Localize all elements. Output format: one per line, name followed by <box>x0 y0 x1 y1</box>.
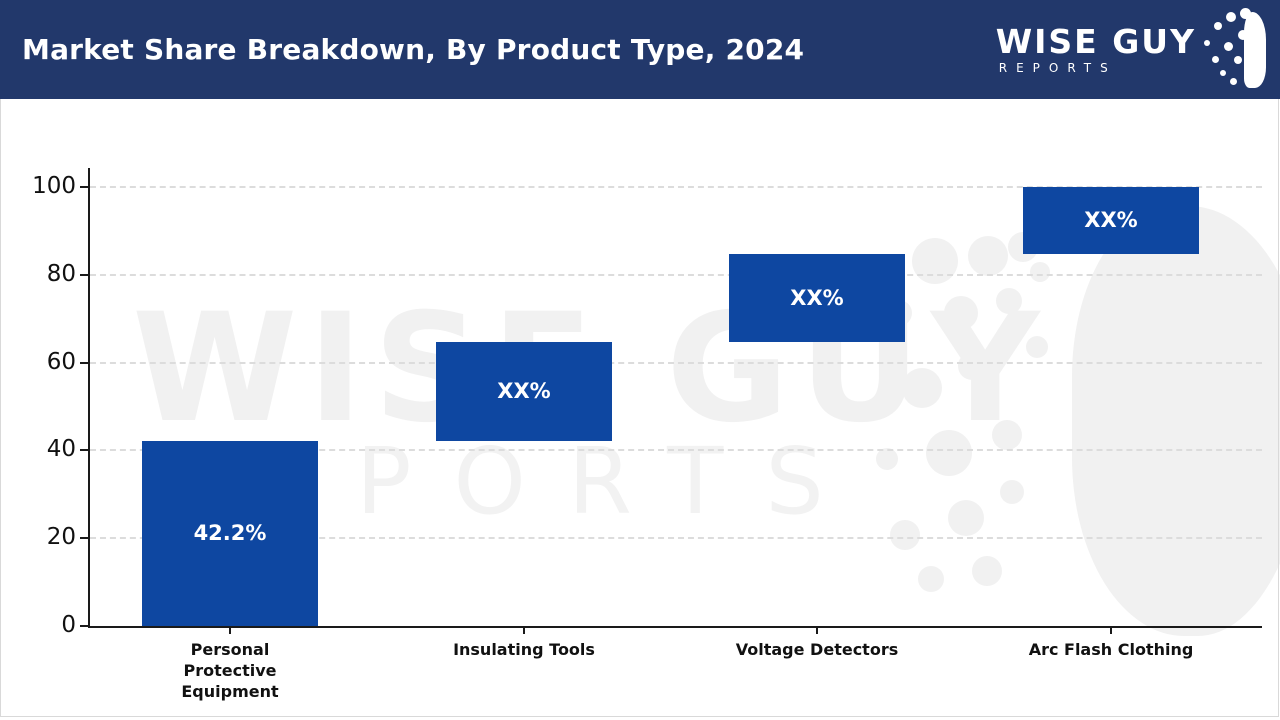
x-tick-mark <box>523 628 525 634</box>
logo-wordmark: WISE GUY <box>995 22 1196 61</box>
y-tick-label: 80 <box>46 260 76 287</box>
bar-3: XX% <box>729 253 905 342</box>
y-tick-label: 40 <box>46 436 76 463</box>
logo-head-icon <box>1202 6 1266 94</box>
bar-4: XX% <box>1023 187 1199 254</box>
bar-value-label: 42.2% <box>193 521 267 546</box>
watermark-dot <box>1026 336 1048 358</box>
logo-text: WISE GUY REPORTS <box>996 25 1196 74</box>
watermark-dot <box>1030 262 1050 282</box>
logo-dot <box>1220 69 1226 76</box>
watermark-dot <box>968 236 1008 276</box>
logo-dot <box>1234 55 1242 64</box>
watermark-dot <box>912 238 958 284</box>
x-tick-mark <box>816 628 818 634</box>
logo-dot <box>1204 39 1210 46</box>
gridline-20 <box>90 537 1262 540</box>
x-axis-label: Insulating Tools <box>453 640 595 659</box>
logo-dot <box>1224 41 1233 51</box>
logo-dot <box>1212 55 1219 63</box>
x-axis-label: Personal Protective Equipment <box>181 640 279 701</box>
page-title: Market Share Breakdown, By Product Type,… <box>22 33 805 66</box>
watermark-dot <box>944 296 978 330</box>
gridline-100 <box>90 186 1262 188</box>
y-tick-mark <box>80 625 88 627</box>
logo-dot <box>1250 19 1258 28</box>
y-tick-mark <box>80 449 88 452</box>
watermark-dot <box>958 352 986 380</box>
logo-dot <box>1230 77 1237 85</box>
watermark-dot <box>1000 480 1024 504</box>
bar-2: XX% <box>436 341 612 441</box>
bar-1: 42.2% <box>142 440 318 626</box>
wiseguy-logo: WISE GUY REPORTS <box>996 6 1266 94</box>
bar-value-label: XX% <box>1084 208 1138 233</box>
y-tick-label: 0 <box>61 612 76 638</box>
x-tick-mark <box>1110 628 1112 634</box>
y-tick-mark <box>80 537 88 540</box>
watermark-head-icon <box>1072 206 1280 636</box>
watermark-dot <box>992 420 1022 450</box>
watermark-dot <box>972 556 1002 586</box>
gridline-60 <box>90 361 1262 364</box>
logo-dot <box>1238 29 1248 40</box>
logo-dot <box>1244 67 1252 76</box>
header-bar: Market Share Breakdown, By Product Type,… <box>0 0 1280 99</box>
logo-dot <box>1240 7 1251 19</box>
y-tick-label: 20 <box>46 524 76 551</box>
x-axis-line <box>88 626 1262 628</box>
logo-dot <box>1226 11 1236 22</box>
y-axis-line <box>88 168 90 628</box>
watermark-dot <box>902 368 942 408</box>
bar-value-label: XX% <box>790 285 844 310</box>
watermark-dot <box>890 520 920 550</box>
gridline-40 <box>90 449 1262 452</box>
x-axis-label: Arc Flash Clothing <box>1028 640 1194 659</box>
y-tick-label: 60 <box>46 348 76 375</box>
y-tick-mark <box>80 361 88 364</box>
watermark-dot <box>918 566 944 592</box>
watermark-dot <box>926 430 972 476</box>
logo-dot <box>1246 45 1255 55</box>
x-axis-label: Voltage Detectors <box>735 640 899 659</box>
x-tick-mark <box>229 628 231 634</box>
bar-value-label: XX% <box>497 379 551 404</box>
logo-dot <box>1214 21 1222 30</box>
watermark-dot <box>876 448 898 470</box>
y-tick-mark <box>80 186 88 188</box>
logo-subtitle: REPORTS <box>998 61 1117 75</box>
y-tick-mark <box>80 273 88 276</box>
watermark-dot <box>996 288 1022 314</box>
gridline-80 <box>90 273 1262 276</box>
watermark-dot <box>948 500 984 536</box>
y-tick-label: 100 <box>32 173 76 199</box>
